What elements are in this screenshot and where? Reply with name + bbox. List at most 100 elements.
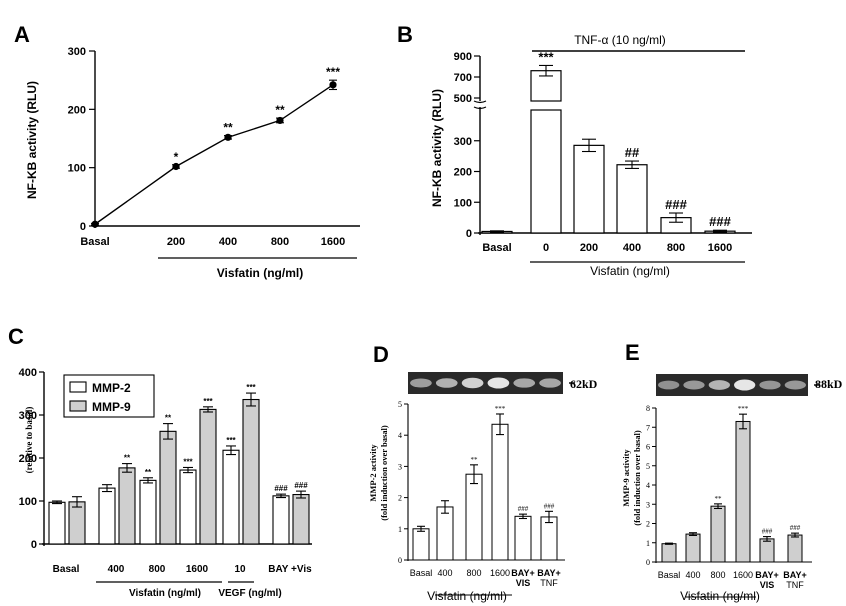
panel-a-ytick-label-1: 100 <box>68 163 86 175</box>
panel-d-gel-strip <box>408 372 563 394</box>
panel-d-ytick-label-4: 4 <box>398 431 402 440</box>
panel-b-xtick-label-2: 200 <box>580 242 598 254</box>
panel-d-bar-3 <box>491 423 509 561</box>
panel-c-bar-mmp-2-2 <box>139 479 157 545</box>
panel-d-errorbar-4 <box>519 513 527 520</box>
panel-b-chart: NF-KB activity (RLU) TNF-α (10 ng/ml) Vi… <box>430 33 752 278</box>
panel-e-gel-band-2 <box>708 380 730 390</box>
panel-a-point-0 <box>91 220 99 228</box>
panel-d-bar-4 <box>514 515 532 561</box>
panel-d-gel-band-2 <box>461 377 484 389</box>
panel-c-sig-mmp-2-3: *** <box>183 457 193 466</box>
panel-c-errorbar-mmp-9-2 <box>163 423 173 440</box>
panel-d-xtick-label-4: BAY+ <box>511 568 534 578</box>
panel-e-ytick-label-6: 6 <box>646 443 650 452</box>
panel-b-errorbar-3 <box>625 160 639 169</box>
panel-a-point-1 <box>172 162 180 171</box>
panel-b-axis-break-bottom <box>473 106 487 110</box>
panel-b-ytick-label-upper-2: 900 <box>454 51 472 63</box>
panel-e-errorbar-2 <box>714 503 722 510</box>
panel-b-title: TNF-α (10 ng/ml) <box>574 33 666 47</box>
panel-c-xtick-label-2: 800 <box>149 564 166 575</box>
panel-label-d: D <box>373 342 389 367</box>
panel-e-ytick-label-2: 2 <box>646 520 650 529</box>
panel-c-errorbar-mmp-2-1 <box>102 484 112 493</box>
panel-b-bar-3 <box>616 164 648 234</box>
panel-c-sig-mmp-9-1: ** <box>124 454 131 463</box>
panel-d-ylabel-2: (fold induction over basal) <box>379 425 389 521</box>
panel-d-sig-4: ### <box>518 505 529 513</box>
panel-b-axis-break-top <box>473 100 487 104</box>
panel-e-errorbar-1 <box>689 532 697 536</box>
panel-c-sig-mmp-9-5: ### <box>294 481 308 490</box>
panel-c-ytick-label-3: 300 <box>19 410 37 422</box>
panel-d-ytick-label-2: 2 <box>398 494 402 503</box>
panel-d-errorbar-3 <box>496 413 504 436</box>
panel-c-xtick-label-3: 1600 <box>186 564 209 575</box>
panel-e-bar-0 <box>661 543 677 563</box>
panel-e-errorbar-3 <box>739 413 747 430</box>
panel-e-xtick-label-0: Basal <box>658 570 681 580</box>
panel-b-errorbar-4 <box>669 212 683 223</box>
panel-b-errorbar-1 <box>539 64 553 77</box>
panel-e-gel-band-3 <box>734 379 756 391</box>
panel-c-xtick-label-1: 400 <box>108 564 125 575</box>
panel-a-series-line <box>94 84 334 225</box>
panel-b-ytick-label-lower-2: 200 <box>454 167 472 179</box>
panel-a-sig-2: ** <box>223 121 233 135</box>
panel-b-sig-4: ### <box>665 197 687 212</box>
panel-c-sig-mmp-2-2: ** <box>145 468 152 477</box>
panel-e-sig-2: ** <box>715 495 723 503</box>
panel-b-ylabel: NF-KB activity (RLU) <box>430 89 444 207</box>
panel-b-xtick-label-5: 1600 <box>708 242 732 254</box>
panel-c-sig-mmp-9-2: ** <box>165 414 172 423</box>
panel-d-gel-band-3 <box>487 377 510 389</box>
panel-b-xtick-label-1: 0 <box>543 242 549 254</box>
panel-b-sig-5: ### <box>709 214 731 229</box>
panel-c-bar-mmp-9-5 <box>292 493 310 545</box>
panel-c-bar-mmp-2-3 <box>179 469 197 545</box>
panel-e-gel-band-1 <box>683 380 705 390</box>
panel-e-ytick-label-1: 1 <box>646 539 650 548</box>
panel-c-errorbar-mmp-9-5 <box>296 490 306 499</box>
panel-d-bar-2 <box>465 473 483 561</box>
panel-e-bar-5 <box>787 534 803 563</box>
panel-a-xlabel: Visfatin (ng/ml) <box>217 266 303 280</box>
panel-e-ytick-label-7: 7 <box>646 423 650 432</box>
panel-a-ytick-label-2: 200 <box>68 104 86 116</box>
panel-c-sig-mmp-9-4: *** <box>246 383 256 392</box>
panel-d-xtick-label-3: 1600 <box>490 568 510 578</box>
panel-c-bar-mmp-2-0 <box>48 501 66 545</box>
panel-b-ytick-label-lower-0: 0 <box>466 228 472 240</box>
panel-c-errorbar-mmp-2-5 <box>276 493 286 499</box>
panel-e-gel-band-4 <box>759 380 781 390</box>
panel-c-xtick-label-4: 10 <box>234 564 246 575</box>
panel-d-xtick-label-5: BAY+ <box>537 568 560 578</box>
panel-b-ytick-label-upper-1: 700 <box>454 72 472 84</box>
panel-label-c: C <box>8 324 24 349</box>
panel-a-chart: NF-KB activity (RLU) Visfatin (ng/ml) 0 1… <box>25 46 360 280</box>
panel-e-errorbar-4 <box>763 536 771 542</box>
panel-c-xtick-label-5: BAY +Vis <box>268 564 312 575</box>
panel-d-xtick-label-5-line2: TNF <box>540 578 558 588</box>
panel-d-errorbar-0 <box>417 525 425 532</box>
panel-e-bar-3 <box>735 420 751 563</box>
panel-c-bar-mmp-2-1 <box>98 487 116 545</box>
panel-c-errorbar-mmp-9-4 <box>246 392 256 407</box>
panel-b-ytick-label-upper-0: 500 <box>454 93 472 105</box>
panel-e-gel-strip <box>656 374 808 396</box>
panel-c-legend-label-1: MMP-9 <box>92 400 131 414</box>
panel-c-bar-mmp-2-4 <box>222 449 240 545</box>
panel-a-sig-1: * <box>174 150 179 164</box>
panel-a-point-3 <box>276 116 284 125</box>
panel-label-e: E <box>625 340 640 365</box>
panel-a-ylabel: NF-KB activity (RLU) <box>25 81 39 199</box>
panel-b-errorbar-0 <box>490 230 504 233</box>
panel-e-bar-4 <box>759 538 775 563</box>
panel-d-sig-2: ** <box>471 456 479 464</box>
panel-d-ylabel-1: MMP-2 activity <box>368 444 378 502</box>
panel-e-sig-3: *** <box>738 405 749 413</box>
panel-e-xtick-label-3: 1600 <box>733 570 753 580</box>
panel-c-sig-mmp-2-4: *** <box>226 436 236 445</box>
